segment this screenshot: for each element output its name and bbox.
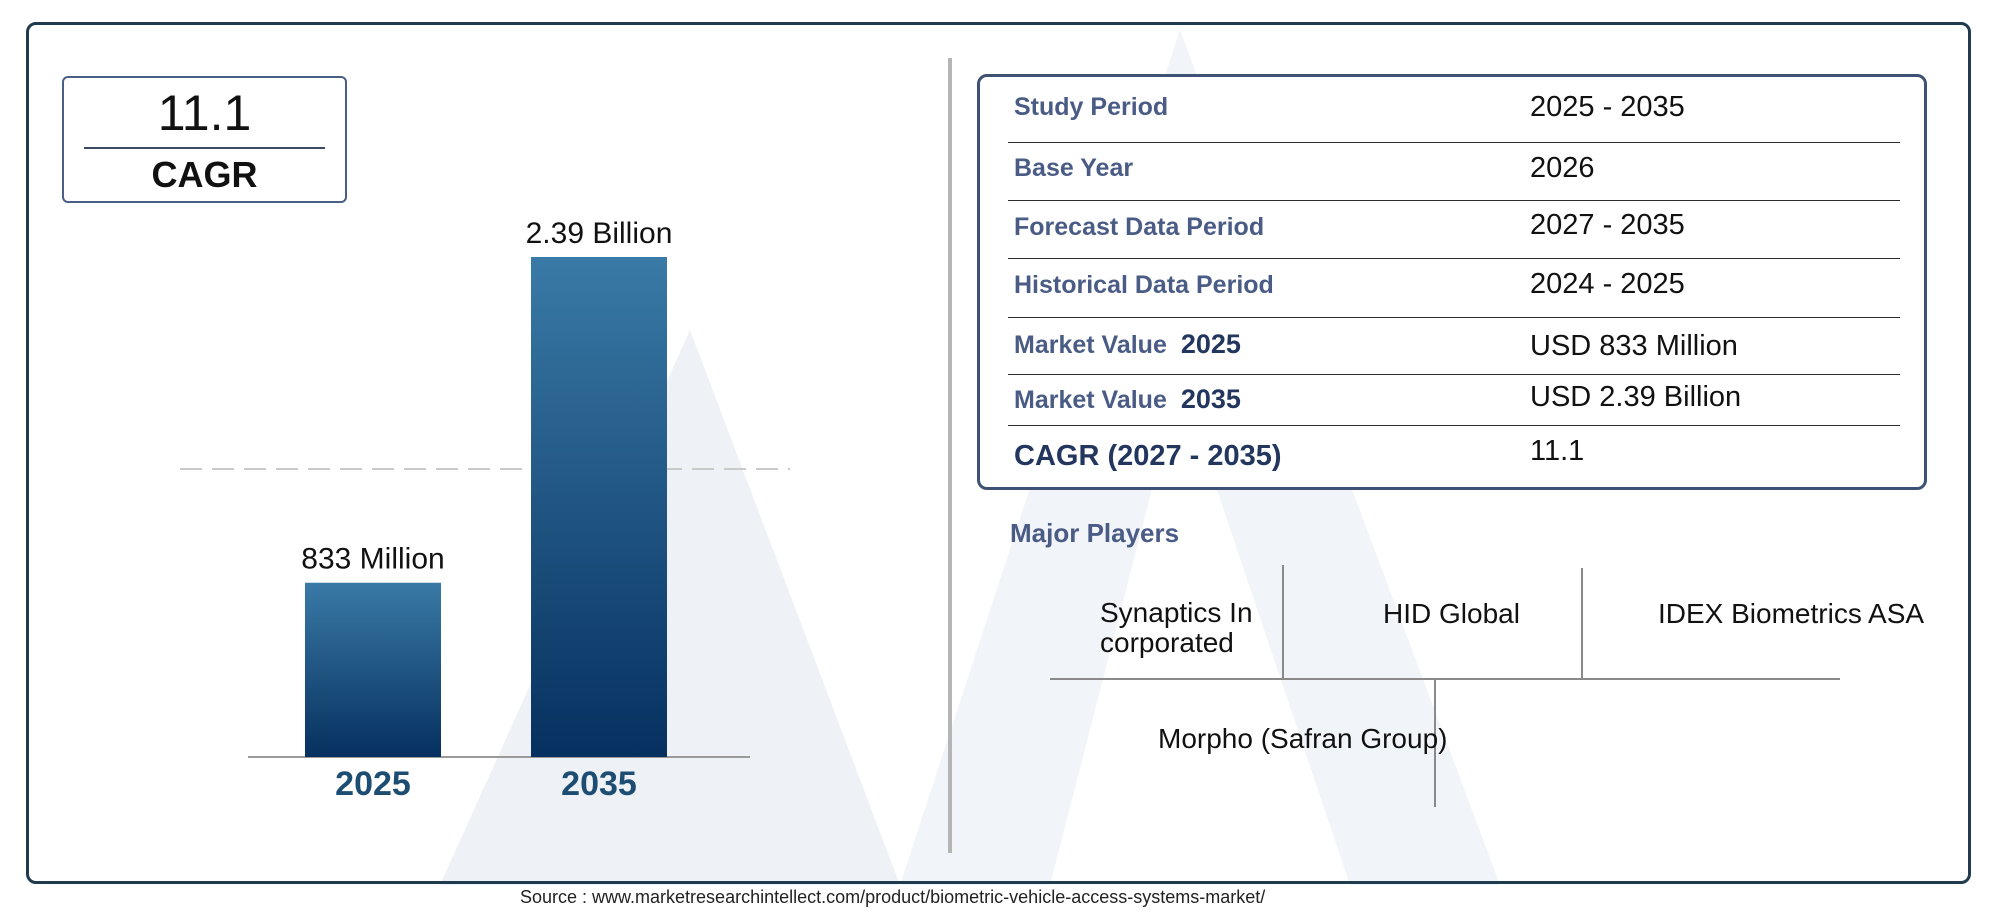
player-separator bbox=[1050, 678, 1840, 680]
cagr-label: CAGR bbox=[151, 154, 258, 195]
row-label: Market Value 2035 bbox=[1014, 384, 1241, 415]
x-tick-label: 2035 bbox=[561, 765, 637, 803]
cagr-value: 11.1 bbox=[157, 85, 252, 141]
row-label: Forecast Data Period bbox=[1014, 213, 1265, 241]
table-row: Market Value 2035 USD 2.39 Billion bbox=[1008, 374, 1900, 426]
player-divider bbox=[1282, 565, 1284, 678]
table-row: Forecast Data Period 2027 - 2035 bbox=[1008, 200, 1900, 259]
bar-chart: 833 Million 2025 2.39 Billion 2035 bbox=[180, 217, 790, 803]
row-label-year: 2035 bbox=[1180, 384, 1241, 414]
player-divider bbox=[1434, 680, 1436, 807]
bar-2025 bbox=[305, 582, 441, 757]
row-label: CAGR (2027 - 2035) bbox=[1014, 440, 1282, 472]
market-info-table: Study Period 2025 - 2035 Base Year 2026 … bbox=[977, 74, 1927, 490]
row-value: 2024 - 2025 bbox=[1530, 268, 1685, 300]
bar-2035 bbox=[531, 257, 667, 757]
player-name: IDEX Biometrics ASA bbox=[1658, 598, 1925, 629]
table-row: CAGR (2027 - 2035) 11.1 bbox=[1008, 425, 1900, 487]
player-name: HID Global bbox=[1383, 598, 1520, 629]
bar-value-label: 2.39 Billion bbox=[526, 217, 673, 250]
player-divider bbox=[1581, 568, 1583, 678]
table-row: Study Period 2025 - 2035 bbox=[1008, 77, 1900, 143]
table-row: Market Value 2025 USD 833 Million bbox=[1008, 317, 1900, 375]
row-value: USD 2.39 Billion bbox=[1530, 381, 1742, 413]
row-value: 11.1 bbox=[1530, 435, 1585, 467]
row-label-year: 2025 bbox=[1180, 329, 1241, 359]
source-citation: Source : www.marketresearchintellect.com… bbox=[520, 887, 1266, 907]
row-value: 2027 - 2035 bbox=[1530, 209, 1685, 241]
player-name: Morpho (Safran Group) bbox=[1158, 723, 1448, 754]
table-row: Base Year 2026 bbox=[1008, 142, 1900, 201]
major-players-title: Major Players bbox=[1010, 518, 1180, 548]
row-label-text: Market Value bbox=[1014, 386, 1167, 414]
row-value: 2026 bbox=[1530, 152, 1595, 184]
row-label: Market Value 2025 bbox=[1014, 329, 1241, 360]
row-label: Base Year bbox=[1014, 154, 1134, 182]
bar-value-label: 833 Million bbox=[301, 543, 444, 576]
row-value: 2025 - 2035 bbox=[1530, 91, 1685, 123]
player-name: Synaptics Incorporated bbox=[1100, 597, 1253, 658]
cagr-divider bbox=[84, 147, 325, 149]
row-label: Historical Data Period bbox=[1014, 271, 1274, 299]
outer-frame bbox=[26, 22, 1971, 884]
row-label-text: Market Value bbox=[1014, 331, 1167, 359]
row-label: Study Period bbox=[1014, 93, 1169, 121]
x-tick-label: 2025 bbox=[335, 765, 411, 803]
cagr-card: 11.1 CAGR bbox=[62, 76, 347, 203]
row-value: USD 833 Million bbox=[1530, 330, 1738, 362]
vertical-divider bbox=[948, 58, 952, 853]
table-row: Historical Data Period 2024 - 2025 bbox=[1008, 258, 1900, 318]
